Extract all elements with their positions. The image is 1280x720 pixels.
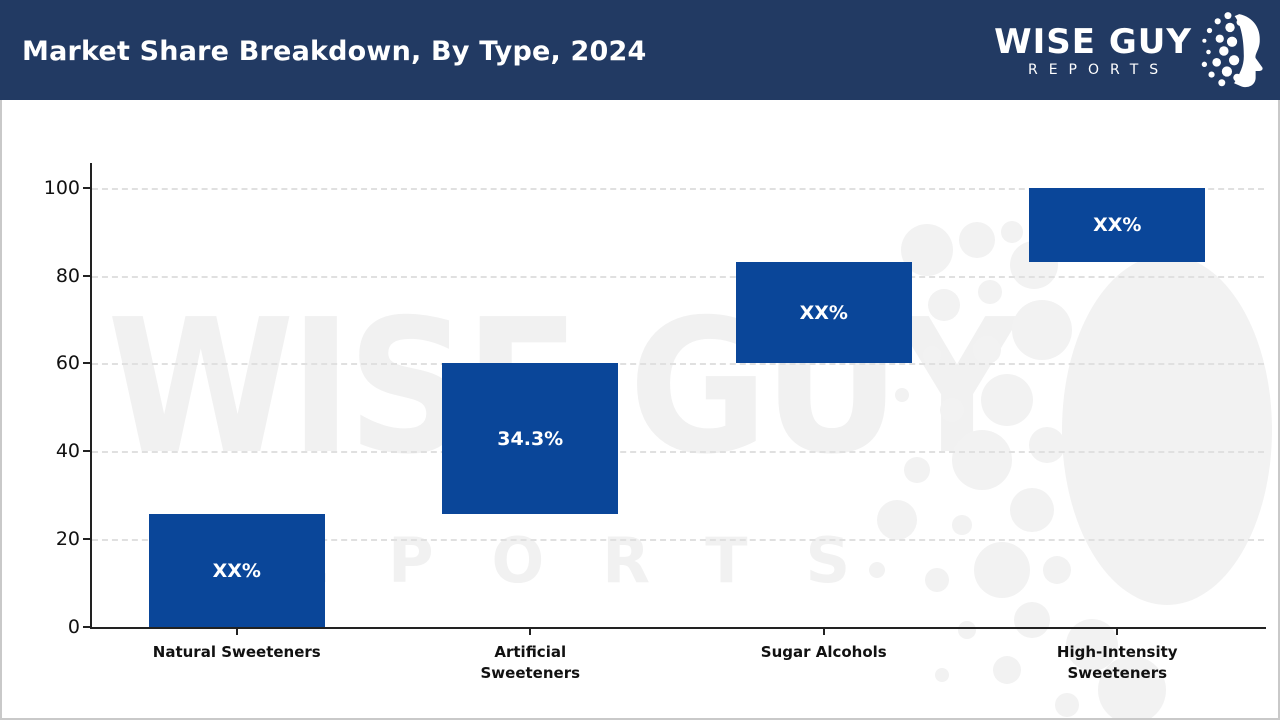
x-tick-mark-3 (1116, 629, 1119, 635)
bar-value-label: 34.3% (497, 427, 564, 450)
logo-wordmark: WISE GUY (994, 21, 1192, 62)
x-category-label-1: Artificial Sweeteners (480, 643, 581, 682)
x-tick-mark-0 (235, 629, 238, 635)
y-tick-mark-100 (83, 186, 90, 189)
x-tick-mark-1 (529, 629, 532, 635)
y-tick-label-60: 60 (55, 352, 80, 375)
y-tick-mark-60 (83, 362, 90, 365)
y-tick-label-40: 40 (55, 440, 80, 463)
x-category-label-2: Sugar Alcohols (760, 643, 887, 661)
x-tick-mark-2 (822, 629, 825, 635)
wise-guy-reports-logo: WISE GUY REPORTS (994, 8, 1266, 94)
y-tick-label-100: 100 (43, 176, 80, 199)
gridline-40 (92, 451, 1264, 454)
bar-value-label: XX% (799, 301, 848, 324)
page-title: Market Share Breakdown, By Type, 2024 (22, 36, 647, 67)
y-tick-mark-40 (83, 450, 90, 453)
y-tick-label-0: 0 (67, 616, 80, 638)
bar-natural-sweeteners: XX% (148, 514, 325, 627)
y-axis-line (90, 163, 92, 629)
header-banner: Market Share Breakdown, By Type, 2024 WI… (0, 0, 1280, 100)
bar-artificial-sweeteners: 34.3% (442, 363, 619, 515)
bar-high-intensity-sweeteners: XX% (1029, 187, 1206, 263)
x-axis-line (90, 627, 1266, 629)
bar-value-label: XX% (212, 559, 261, 582)
y-tick-label-20: 20 (55, 528, 80, 551)
y-tick-mark-0 (83, 626, 90, 628)
y-tick-mark-20 (83, 538, 90, 541)
gridline-100 (92, 187, 1264, 190)
gridline-80 (92, 275, 1264, 278)
gridline-60 (92, 363, 1264, 366)
y-tick-label-80: 80 (55, 264, 80, 287)
logo-text: WISE GUY REPORTS (994, 21, 1192, 79)
y-tick-mark-80 (83, 274, 90, 277)
gridline-20 (92, 539, 1264, 542)
x-category-label-3: High-Intensity Sweeteners (1056, 643, 1178, 682)
x-category-label-0: Natural Sweeteners (152, 643, 321, 661)
bar-value-label: XX% (1093, 214, 1142, 237)
logo-subtitle: REPORTS (1027, 62, 1170, 79)
chart-area: WISE GUY REPORTS 0 20 40 60 80 100 XX% Natural … (0, 100, 1280, 720)
bar-sugar-alcohols: XX% (735, 262, 912, 364)
face-profile-icon (1201, 12, 1263, 88)
